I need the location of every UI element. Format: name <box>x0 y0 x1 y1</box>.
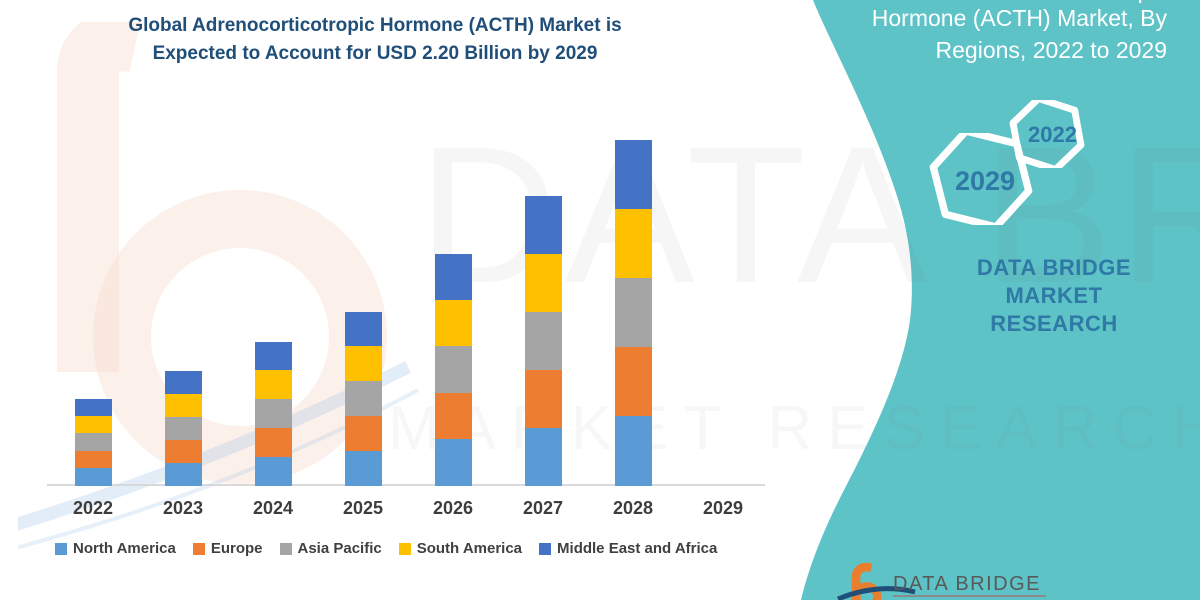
bar-segment-europe <box>164 439 202 463</box>
legend-label: Europe <box>210 540 263 557</box>
bar-segment-middle-east-and-africa <box>254 341 292 371</box>
bar-segment-asia-pacific <box>524 311 562 370</box>
logo-swoosh-icon <box>837 586 916 600</box>
brand-caption-line2: RESEARCH <box>990 311 1118 336</box>
sidebar-heading-line1: Hormone (ACTH) Market, By <box>871 5 1167 31</box>
bar-segment-middle-east-and-africa <box>344 311 382 347</box>
bar-segment-north-america <box>254 456 292 486</box>
legend-swatch-icon <box>279 542 292 555</box>
bar-segment-south-america <box>524 253 562 312</box>
bar-segment-south-america <box>254 370 292 400</box>
legend-item-south-america: South America <box>398 540 523 557</box>
bar-segment-middle-east-and-africa <box>524 195 562 254</box>
x-axis-label-2025: 2025 <box>342 498 384 518</box>
footer-logo-name: DATA BRIDGE <box>893 573 1042 595</box>
x-axis-label-2029: 2029 <box>702 498 744 518</box>
sidebar-heading-line2: Regions, 2022 to 2029 <box>935 37 1167 63</box>
stacked-bar-2023 <box>164 370 202 486</box>
bar-segment-north-america <box>434 439 472 486</box>
stacked-bar-2024 <box>254 341 292 486</box>
bar-segment-asia-pacific <box>164 416 202 440</box>
brand-caption-line1: DATA BRIDGE MARKET <box>976 255 1132 308</box>
x-axis-label-2028: 2028 <box>612 498 654 518</box>
legend-swatch-icon <box>192 542 205 555</box>
bar-segment-asia-pacific <box>254 399 292 428</box>
bar-segment-north-america <box>344 450 382 486</box>
page-title-line1: Global Adrenocorticotropic Hormone (ACTH… <box>128 15 622 36</box>
sidebar-brand-caption: DATA BRIDGE MARKET RESEARCH <box>938 254 1170 338</box>
bar-segment-asia-pacific <box>74 433 112 451</box>
bar-segment-south-america <box>164 393 202 417</box>
bar-segment-north-america <box>614 416 652 486</box>
legend-label: Middle East and Africa <box>557 540 718 557</box>
legend-label: South America <box>416 540 523 557</box>
data-bridge-logo-icon <box>851 562 882 600</box>
bar-segment-south-america <box>344 346 382 382</box>
legend-swatch-icon <box>539 542 552 555</box>
bar-segment-north-america <box>74 468 112 486</box>
bar-segment-south-america <box>614 208 652 278</box>
stacked-bar-2025 <box>344 311 382 486</box>
footer-logo-subname: MARKET RESEARCH <box>894 598 1071 600</box>
stacked-bar-2027 <box>524 195 562 486</box>
bar-segment-middle-east-and-africa <box>74 398 112 416</box>
bar-segment-asia-pacific <box>344 381 382 416</box>
watermark-brand-sub: MARKET RESEARCH <box>388 394 1200 463</box>
bar-segment-europe <box>524 369 562 428</box>
bar-segment-south-america <box>74 415 112 434</box>
chart-legend: North America Europe Asia Pacific South Ame… <box>55 540 785 557</box>
hexagon-badge-2022: 2022 <box>1028 122 1077 147</box>
page-title: Global Adrenocorticotropic Hormone (ACTH… <box>55 12 695 68</box>
legend-item-asia-pacific: Asia Pacific <box>279 540 382 557</box>
x-axis-label-2023: 2023 <box>162 498 204 518</box>
x-axis-label-2026: 2026 <box>432 498 474 518</box>
legend-item-middle-east-and-africa: Middle East and Africa <box>539 540 717 557</box>
stacked-bar-2028 <box>614 139 652 486</box>
legend-label: North America <box>73 540 176 557</box>
stacked-bar-2026 <box>434 253 472 486</box>
legend-label: Asia Pacific <box>297 540 382 557</box>
category-axis-line <box>47 484 765 486</box>
bar-segment-north-america <box>524 427 562 486</box>
footer-logo-underline <box>893 595 1046 597</box>
x-axis-label-2027: 2027 <box>522 498 564 518</box>
stacked-bar-2022 <box>74 398 112 486</box>
hexagon-badge-2029: 2029 <box>955 166 1016 196</box>
x-axis-label-2022: 2022 <box>72 498 114 518</box>
bar-segment-south-america <box>434 299 472 347</box>
bar-segment-north-america <box>164 462 202 486</box>
x-axis-label-2024: 2024 <box>252 498 294 518</box>
bar-segment-asia-pacific <box>614 277 652 348</box>
legend-swatch-icon <box>55 542 67 555</box>
bar-segment-europe <box>254 427 292 457</box>
hexagon-2022-icon <box>1009 100 1085 168</box>
bar-segment-europe <box>344 415 382 451</box>
bar-segment-asia-pacific <box>434 346 472 393</box>
legend-swatch-icon <box>398 542 411 555</box>
page-title-line2: Expected to Account for USD 2.20 Billion… <box>152 43 598 64</box>
bar-segment-middle-east-and-africa <box>434 253 472 300</box>
bar-segment-middle-east-and-africa <box>164 370 202 394</box>
bar-segment-middle-east-and-africa <box>614 139 652 209</box>
legend-item-europe: Europe <box>192 540 263 557</box>
bar-segment-europe <box>434 392 472 440</box>
sidebar-heading-clipped: Global Adrenocorticotropic <box>897 0 1167 5</box>
bar-segment-europe <box>614 347 652 417</box>
legend-item-north-america: North America <box>55 540 176 557</box>
bar-segment-europe <box>74 450 112 469</box>
